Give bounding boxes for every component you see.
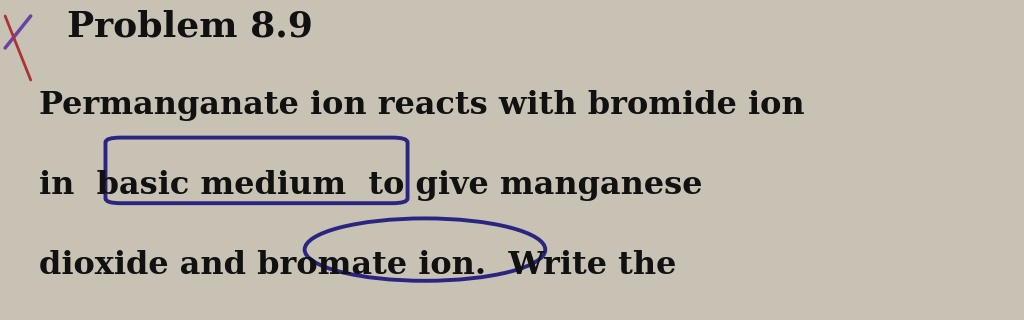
Text: Permanganate ion reacts with bromide ion: Permanganate ion reacts with bromide ion [39, 90, 805, 121]
Text: Problem 8.9: Problem 8.9 [67, 10, 312, 44]
Text: in  basic medium  to give manganese: in basic medium to give manganese [39, 170, 702, 201]
Text: dioxide and bromate ion.  Write the: dioxide and bromate ion. Write the [39, 250, 676, 281]
